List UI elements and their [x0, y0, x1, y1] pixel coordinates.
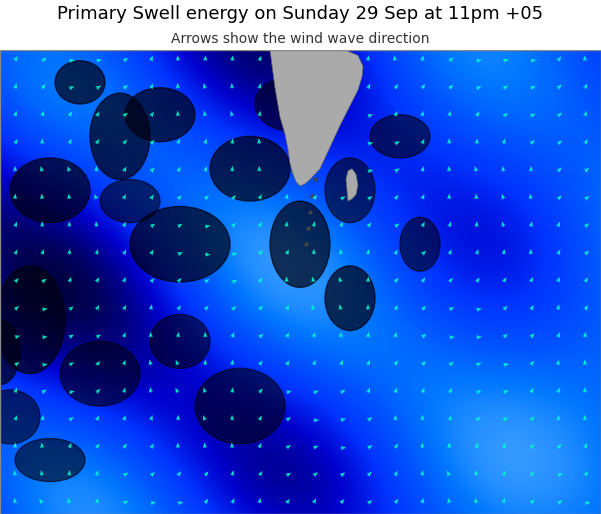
Ellipse shape [270, 201, 330, 287]
Ellipse shape [0, 390, 40, 444]
Ellipse shape [325, 158, 375, 223]
Ellipse shape [195, 369, 285, 444]
Ellipse shape [10, 158, 90, 223]
Text: Primary Swell energy on Sunday 29 Sep at 11pm +05: Primary Swell energy on Sunday 29 Sep at… [58, 5, 543, 23]
Ellipse shape [210, 136, 290, 201]
Ellipse shape [55, 61, 105, 104]
Polygon shape [346, 169, 358, 201]
Ellipse shape [370, 115, 430, 158]
Ellipse shape [125, 88, 195, 142]
Ellipse shape [100, 179, 160, 223]
Ellipse shape [0, 320, 20, 384]
Ellipse shape [255, 77, 325, 131]
Ellipse shape [60, 341, 140, 406]
Ellipse shape [15, 438, 85, 482]
Polygon shape [270, 50, 363, 186]
Ellipse shape [150, 315, 210, 369]
Text: Arrows show the wind wave direction: Arrows show the wind wave direction [171, 32, 430, 46]
Ellipse shape [90, 93, 150, 179]
Ellipse shape [130, 207, 230, 282]
Ellipse shape [325, 266, 375, 331]
Ellipse shape [0, 266, 65, 374]
Ellipse shape [400, 217, 440, 271]
Bar [0, 50, 601, 514]
